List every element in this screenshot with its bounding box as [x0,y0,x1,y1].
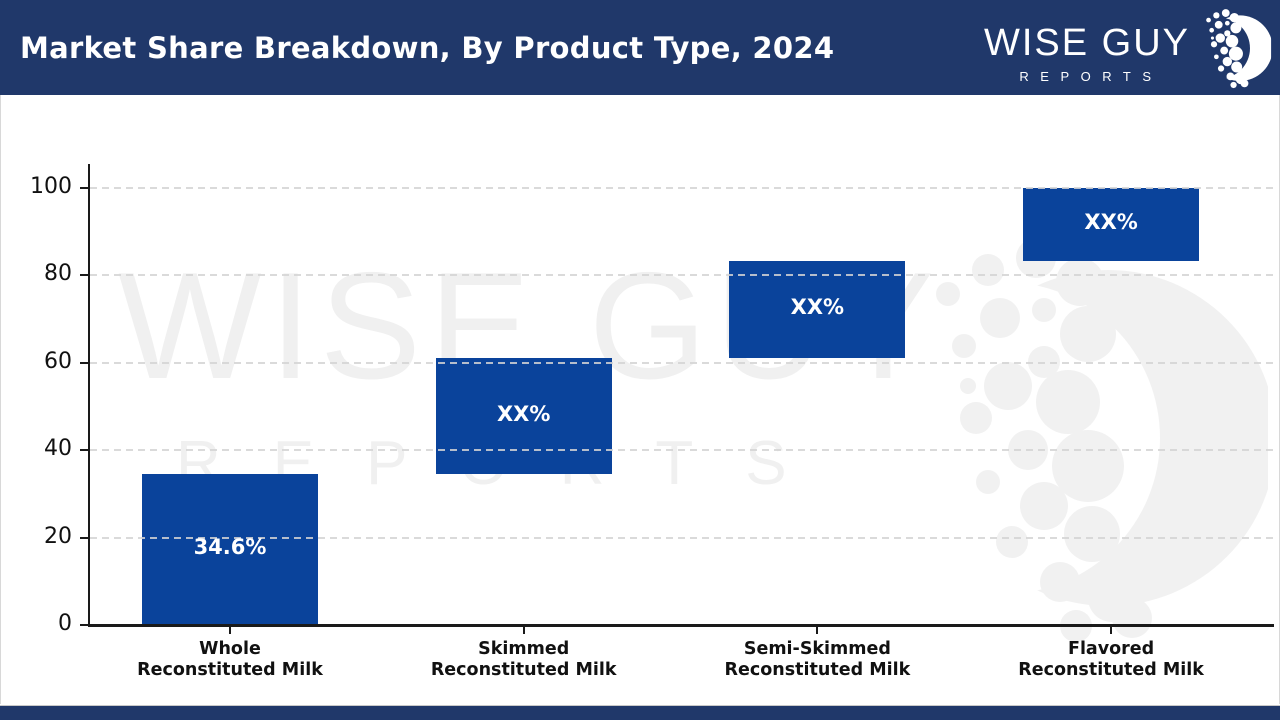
y-tick-label: 60 [44,348,72,374]
brand-face-icon [1192,6,1272,92]
y-tick-label: 40 [44,436,72,462]
bar [1023,188,1200,261]
y-gridline [90,361,1274,364]
brand-text: WISE GUY REPORTS [984,24,1190,84]
y-tick-mark [80,624,88,626]
x-category-label: Flavored Reconstituted Milk [1018,639,1204,680]
y-tick-label: 100 [30,174,72,199]
x-axis-line [88,624,1274,627]
y-gridline [90,274,1274,277]
brand-logo: WISE GUY REPORTS [984,6,1272,92]
y-tick-mark [80,274,88,277]
header-bar: Market Share Breakdown, By Product Type,… [0,0,1280,95]
x-tick-mark [1110,627,1113,634]
y-tick-mark [80,449,88,452]
x-tick-mark [816,627,819,634]
y-tick-mark [80,536,88,539]
page-title: Market Share Breakdown, By Product Type,… [20,30,835,65]
y-gridline [90,449,1274,452]
bar-value-label: 34.6% [193,535,267,560]
y-tick-mark [80,187,88,189]
bar [142,473,318,625]
x-tick-mark [522,627,525,634]
footer-bar [0,705,1280,720]
x-category-label: Skimmed Reconstituted Milk [430,639,617,680]
y-gridline [90,536,1274,539]
x-category-label: Semi-Skimmed Reconstituted Milk [724,639,911,680]
x-category-label: Whole Reconstituted Milk [137,639,323,680]
y-axis-line [88,164,90,625]
y-tick-label: 80 [44,261,72,287]
brand-subtitle: REPORTS [1019,69,1163,84]
bar [435,357,612,474]
brand-name: WISE GUY [983,22,1190,64]
bar-value-label: XX% [1084,210,1138,235]
bar [729,260,906,358]
y-gridline [90,187,1274,189]
x-tick-mark [229,627,231,634]
bar-value-label: XX% [790,295,845,320]
y-tick-label: 20 [44,523,72,549]
bar-value-label: XX% [496,401,551,426]
y-tick-label: 0 [58,611,72,636]
y-tick-mark [80,361,88,364]
